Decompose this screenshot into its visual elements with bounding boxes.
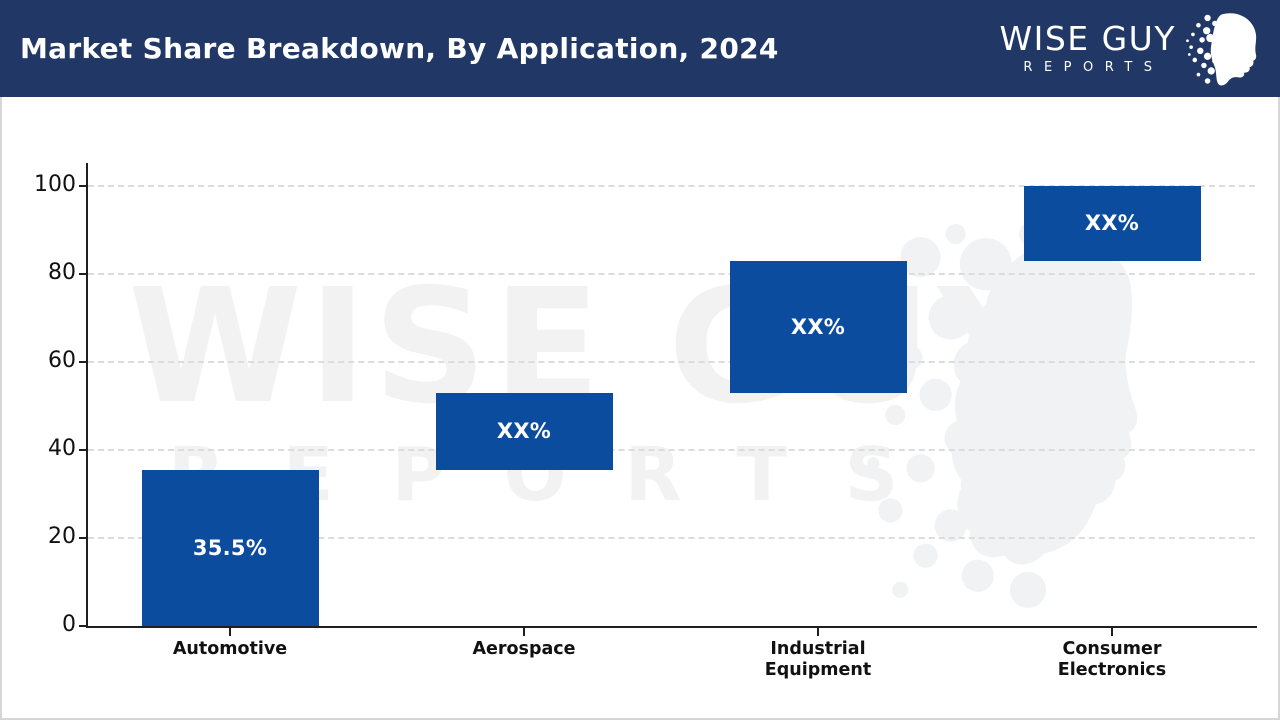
x-category-label-consumer-electronics: Consumer Electronics xyxy=(1057,639,1167,680)
bar-automotive: 35.5% xyxy=(141,469,319,626)
y-tick-mark-20 xyxy=(79,537,87,539)
y-tick-label-80: 80 xyxy=(48,260,76,285)
bar-industrial-equipment: XX% xyxy=(729,260,907,393)
y-tick-mark-80 xyxy=(79,273,87,275)
bar-consumer-electronics: XX% xyxy=(1023,186,1201,261)
wise-guy-logo: WISE GUY REPORTS xyxy=(999,7,1266,91)
bar-aerospace: XX% xyxy=(435,392,613,470)
logo-subtext: REPORTS xyxy=(1023,60,1164,75)
x-category-label-automotive: Automotive xyxy=(172,639,288,659)
y-tick-mark-0 xyxy=(79,625,87,627)
y-tick-mark-40 xyxy=(79,449,87,451)
y-tick-mark-60 xyxy=(79,361,87,363)
gridline-60 xyxy=(88,361,1255,363)
wise-guy-head-icon xyxy=(1186,12,1257,85)
x-tick-mark-consumer-electronics xyxy=(1111,628,1113,636)
x-category-label-aerospace: Aerospace xyxy=(472,639,576,659)
bar-value-label-automotive: 35.5% xyxy=(192,535,268,560)
gridline-80 xyxy=(88,273,1255,275)
header: Market Share Breakdown, By Application, … xyxy=(0,0,1280,97)
gridline-100 xyxy=(88,185,1255,187)
x-category-label-industrial-equipment: Industrial Equipment xyxy=(764,639,872,680)
y-tick-mark-100 xyxy=(79,185,87,187)
y-tick-label-60: 60 xyxy=(48,348,76,373)
bar-value-label-industrial-equipment: XX% xyxy=(790,314,846,339)
watermark-head-icon xyxy=(867,222,1138,608)
x-tick-mark-automotive xyxy=(229,628,231,636)
bar-value-label-consumer-electronics: XX% xyxy=(1084,211,1140,236)
gridline-20 xyxy=(88,537,1255,539)
y-tick-label-0: 0 xyxy=(62,612,76,637)
gridline-40 xyxy=(88,449,1255,451)
x-tick-mark-aerospace xyxy=(523,628,525,636)
x-tick-mark-industrial-equipment xyxy=(817,628,819,636)
logo-wordmark: WISE GUY xyxy=(999,19,1176,58)
bar-value-label-aerospace: XX% xyxy=(496,419,552,444)
y-tick-label-100: 100 xyxy=(34,172,76,197)
y-axis-line xyxy=(86,163,88,628)
y-tick-label-20: 20 xyxy=(48,524,76,549)
logo-text: WISE GUY REPORTS xyxy=(999,22,1176,75)
x-axis-line xyxy=(86,626,1257,628)
page-title: Market Share Breakdown, By Application, … xyxy=(20,32,779,65)
y-tick-label-40: 40 xyxy=(48,436,76,461)
